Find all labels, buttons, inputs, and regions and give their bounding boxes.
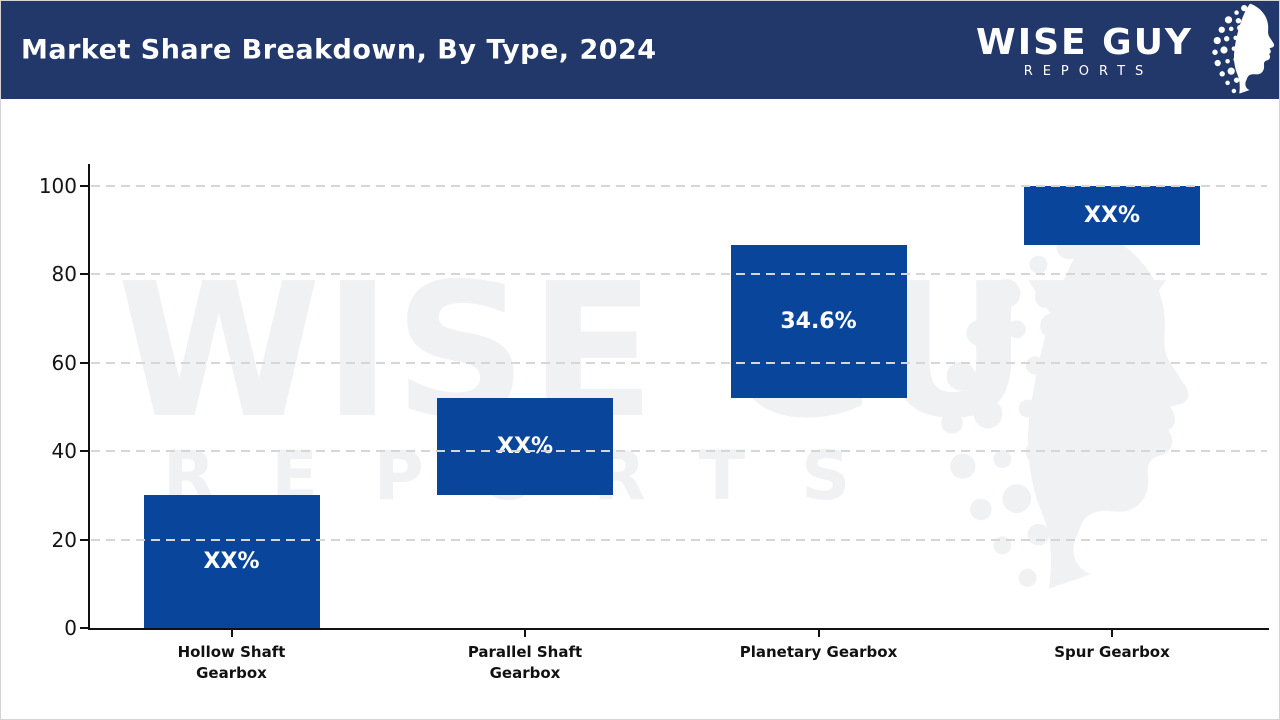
x-category-label: Hollow Shaft Gearbox xyxy=(177,643,286,682)
y-tick-mark xyxy=(80,627,88,629)
brand-logo: WISE GUY REPORTS xyxy=(976,1,1279,99)
bar-value-label: XX% xyxy=(1084,203,1140,229)
x-category-label: Spur Gearbox xyxy=(1054,643,1170,661)
brand-logo-head-icon xyxy=(1197,2,1280,98)
y-tick-label: 40 xyxy=(51,439,77,464)
bar: XX% xyxy=(437,398,613,496)
y-axis-spine xyxy=(88,164,90,630)
y-tick-mark xyxy=(80,450,88,453)
y-tick-label: 80 xyxy=(51,262,77,287)
brand-logo-reports-text: REPORTS xyxy=(1023,63,1154,79)
x-tick-mark xyxy=(817,630,820,637)
y-tick-mark xyxy=(80,273,88,276)
gridline xyxy=(91,538,1267,541)
x-category-label: Planetary Gearbox xyxy=(739,643,898,661)
gridline xyxy=(91,273,1267,276)
bar: XX% xyxy=(1024,186,1200,246)
y-tick-label: 0 xyxy=(64,616,77,640)
y-tick-mark xyxy=(80,538,88,541)
y-tick-mark xyxy=(80,361,88,364)
header-bar: Market Share Breakdown, By Type, 2024 WI… xyxy=(1,1,1279,99)
gridline xyxy=(91,361,1267,364)
y-tick-label: 100 xyxy=(38,174,77,198)
bar-value-label: XX% xyxy=(203,549,260,575)
y-tick-label: 20 xyxy=(51,527,77,552)
bar: 34.6% xyxy=(730,245,907,399)
y-tick-label: 60 xyxy=(51,350,77,375)
y-tick-mark xyxy=(80,185,88,187)
brand-logo-text: WISE GUY REPORTS xyxy=(976,22,1193,79)
page-title: Market Share Breakdown, By Type, 2024 xyxy=(21,34,657,66)
brand-logo-wordmark: WISE GUY xyxy=(975,21,1193,63)
bar-value-label: XX% xyxy=(497,434,553,460)
bar: XX% xyxy=(143,495,320,628)
gridline xyxy=(91,450,1267,453)
x-axis-spine xyxy=(88,628,1269,630)
bar-value-label: 34.6% xyxy=(780,309,857,335)
x-category-label: Parallel Shaft Gearbox xyxy=(467,643,583,682)
gridline xyxy=(91,185,1267,187)
x-tick-mark xyxy=(1111,630,1113,637)
x-tick-mark xyxy=(524,630,526,637)
x-tick-mark xyxy=(230,630,233,637)
